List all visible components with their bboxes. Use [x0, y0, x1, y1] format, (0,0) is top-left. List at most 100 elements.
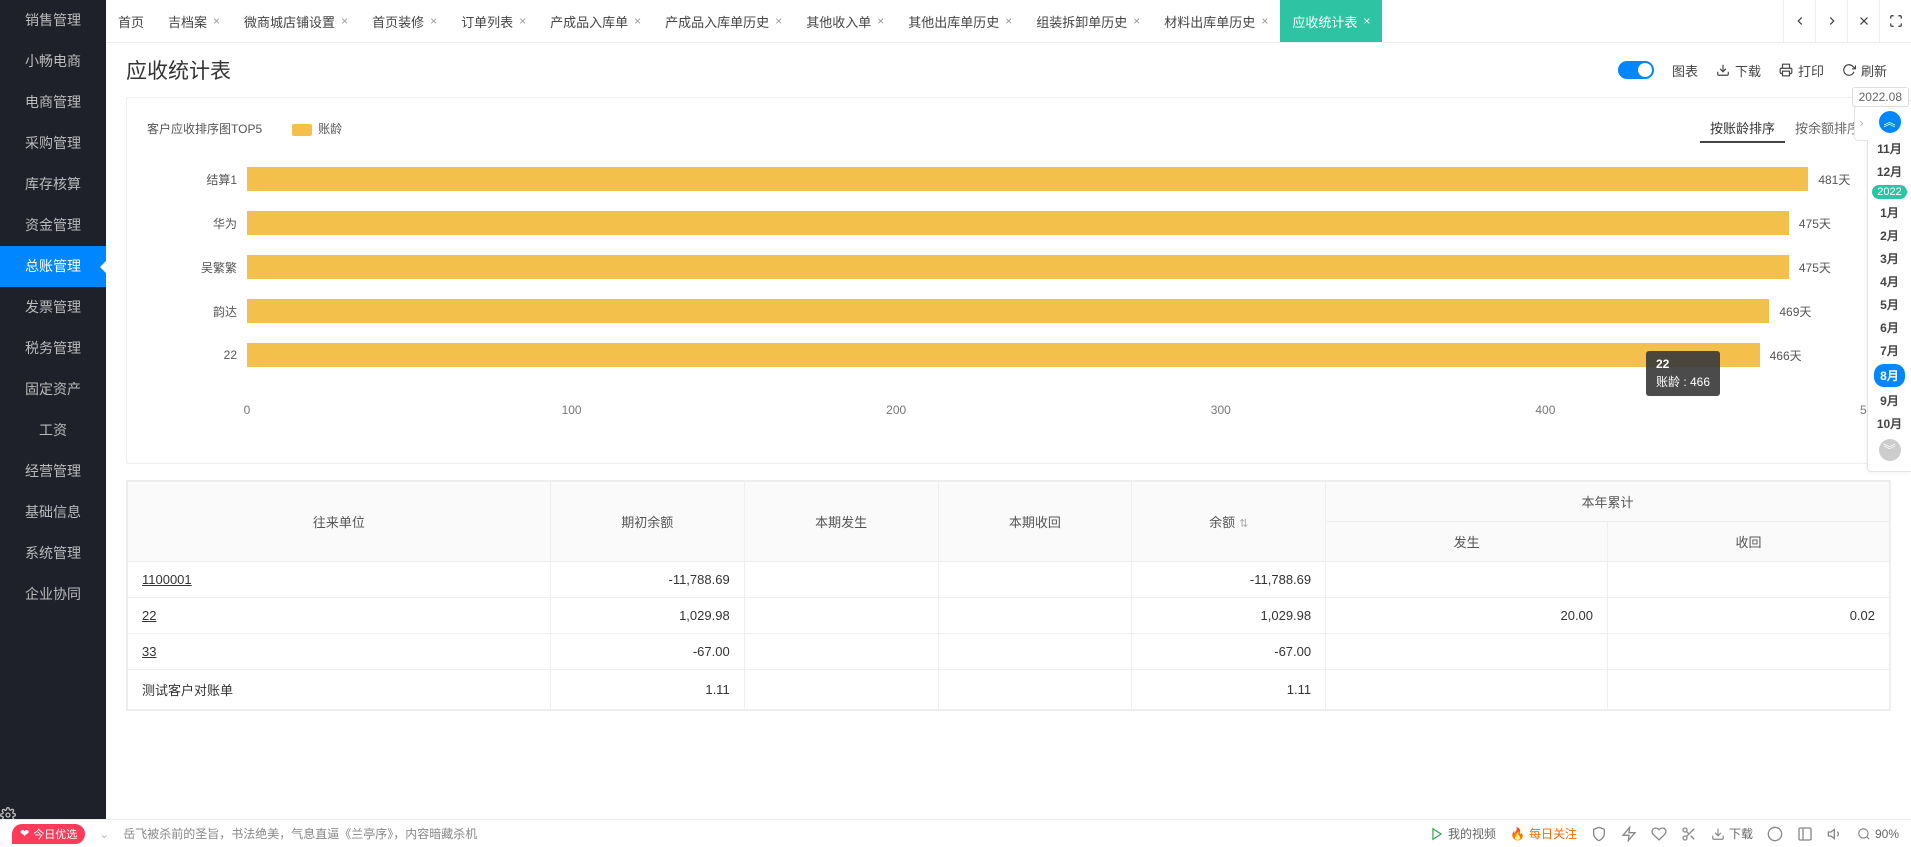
tab[interactable]: 产成品入库单历史×: [653, 0, 794, 42]
cell-opening: 1,029.98: [550, 598, 744, 634]
close-icon[interactable]: ×: [775, 14, 782, 28]
tab[interactable]: 应收统计表×: [1280, 0, 1382, 42]
rail-month[interactable]: 10月: [1868, 412, 1911, 435]
th-occur[interactable]: 本期发生: [744, 482, 938, 562]
refresh-button[interactable]: 刷新: [1842, 61, 1887, 80]
bar-value: 475天: [1799, 259, 1831, 276]
close-icon[interactable]: ×: [634, 14, 641, 28]
th-opening[interactable]: 期初余额: [550, 482, 744, 562]
rail-year-badge[interactable]: 2022: [1872, 185, 1906, 199]
rail-month[interactable]: 11月: [1868, 137, 1911, 160]
tab-prev-button[interactable]: [1783, 0, 1815, 42]
panel-icon[interactable]: [1797, 826, 1813, 842]
sidebar-item[interactable]: 销售管理: [0, 0, 106, 41]
tab[interactable]: 吉档案×: [156, 0, 232, 42]
tab[interactable]: 订单列表×: [449, 0, 538, 42]
th-ytd-occur[interactable]: 发生: [1326, 522, 1608, 562]
volume-icon[interactable]: [1827, 826, 1843, 842]
bar[interactable]: [247, 255, 1789, 279]
close-icon[interactable]: ×: [341, 14, 348, 28]
close-icon[interactable]: ×: [430, 14, 437, 28]
tab-label: 首页装修: [372, 12, 424, 31]
status-news[interactable]: 岳飞被杀前的圣旨，书法绝美，气息直逼《兰亭序》，内容暗藏杀机: [123, 825, 477, 842]
th-unit[interactable]: 往来单位: [128, 482, 551, 562]
cell-occur: [744, 562, 938, 598]
cell-recover: [938, 598, 1132, 634]
close-icon[interactable]: ×: [213, 14, 220, 28]
tab[interactable]: 产成品入库单×: [538, 0, 653, 42]
tab[interactable]: 首页装修 ×: [360, 0, 449, 42]
rail-collapse-icon[interactable]: ›: [1854, 105, 1868, 141]
th-recover[interactable]: 本期收回: [938, 482, 1132, 562]
tab[interactable]: 材料出库单历史×: [1152, 0, 1280, 42]
close-icon[interactable]: ×: [1005, 14, 1012, 28]
rail-month[interactable]: 12月: [1868, 160, 1911, 183]
zoom-level[interactable]: 90%: [1857, 827, 1899, 841]
lightning-icon[interactable]: [1621, 826, 1637, 842]
video-button[interactable]: 我的视频: [1430, 825, 1496, 842]
bar[interactable]: [247, 343, 1760, 367]
daily-button[interactable]: 🔥每日关注: [1510, 825, 1577, 842]
download-link[interactable]: 下载: [1711, 825, 1753, 842]
close-icon[interactable]: ×: [1133, 14, 1140, 28]
e-icon[interactable]: [1767, 826, 1783, 842]
rail-month[interactable]: 4月: [1868, 270, 1911, 293]
sidebar-item[interactable]: 资金管理: [0, 205, 106, 246]
close-icon[interactable]: ×: [1261, 14, 1268, 28]
sidebar-item[interactable]: 固定资产: [0, 369, 106, 410]
rail-down-button[interactable]: ︾: [1879, 439, 1901, 461]
th-ytd-recover[interactable]: 收回: [1608, 522, 1890, 562]
chart-toggle[interactable]: [1618, 61, 1654, 79]
tab-next-button[interactable]: [1815, 0, 1847, 42]
tab[interactable]: 其他收入单×: [794, 0, 896, 42]
rail-month[interactable]: 9月: [1868, 389, 1911, 412]
rail-month[interactable]: 7月: [1868, 339, 1911, 362]
rail-month[interactable]: 8月: [1874, 364, 1905, 387]
sidebar-item[interactable]: 企业协同: [0, 574, 106, 615]
cell-balance: 1,029.98: [1132, 598, 1326, 634]
tab[interactable]: 微商城店铺设置×: [232, 0, 360, 42]
fullscreen-button[interactable]: [1879, 0, 1911, 42]
shield-icon[interactable]: [1591, 826, 1607, 842]
sidebar-item[interactable]: 系统管理: [0, 533, 106, 574]
print-button[interactable]: 打印: [1779, 61, 1824, 80]
close-icon[interactable]: ×: [1363, 14, 1370, 28]
sidebar-item[interactable]: 经营管理: [0, 451, 106, 492]
close-icon[interactable]: ×: [877, 14, 884, 28]
tab[interactable]: 组装拆卸单历史×: [1024, 0, 1152, 42]
sidebar-item[interactable]: 采购管理: [0, 123, 106, 164]
sidebar-item[interactable]: 基础信息: [0, 492, 106, 533]
rail-month[interactable]: 3月: [1868, 247, 1911, 270]
cell-ytd_occur: [1326, 634, 1608, 670]
sidebar-item[interactable]: 工资: [0, 410, 106, 451]
close-icon[interactable]: ×: [519, 14, 526, 28]
sort-tab[interactable]: 按账龄排序: [1700, 114, 1785, 143]
cell-unit[interactable]: 22: [128, 598, 551, 634]
rail-up-button[interactable]: ︽: [1879, 111, 1901, 133]
heart-icon[interactable]: [1651, 826, 1667, 842]
tab[interactable]: 首页: [106, 0, 156, 42]
sidebar-item[interactable]: 库存核算: [0, 164, 106, 205]
sidebar-item[interactable]: 电商管理: [0, 82, 106, 123]
scissors-icon[interactable]: [1681, 826, 1697, 842]
status-pill[interactable]: ❤ 今日优选: [12, 824, 85, 844]
sidebar-item[interactable]: 小畅电商: [0, 41, 106, 82]
cell-ytd_occur: 20.00: [1326, 598, 1608, 634]
tab[interactable]: 其他出库单历史×: [896, 0, 1024, 42]
bar[interactable]: [247, 167, 1808, 191]
tab-bar: 首页吉档案×微商城店铺设置×首页装修×订单列表×产成品入库单×产成品入库单历史×…: [106, 0, 1911, 43]
download-button[interactable]: 下载: [1716, 61, 1761, 80]
rail-month[interactable]: 2月: [1868, 224, 1911, 247]
rail-month[interactable]: 6月: [1868, 316, 1911, 339]
sidebar-item[interactable]: 总账管理: [0, 246, 106, 287]
rail-month[interactable]: 5月: [1868, 293, 1911, 316]
bar[interactable]: [247, 211, 1789, 235]
bar[interactable]: [247, 299, 1769, 323]
tab-close-all-button[interactable]: [1847, 0, 1879, 42]
rail-month[interactable]: 1月: [1868, 201, 1911, 224]
sidebar-item[interactable]: 税务管理: [0, 328, 106, 369]
th-balance[interactable]: 余额⇅: [1132, 482, 1326, 562]
sidebar-item[interactable]: 发票管理: [0, 287, 106, 328]
cell-unit[interactable]: 33: [128, 634, 551, 670]
cell-unit[interactable]: 1100001: [128, 562, 551, 598]
